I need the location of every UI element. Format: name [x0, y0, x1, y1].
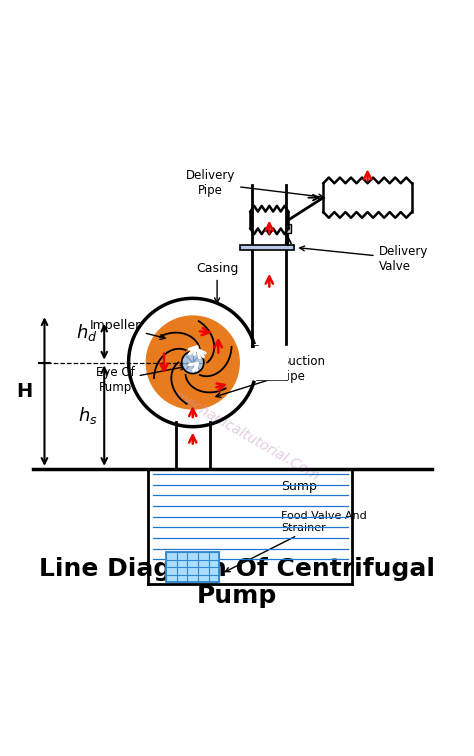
Bar [166, 552, 219, 582]
Text: $h_s$: $h_s$ [78, 405, 98, 426]
Text: Suction
Pipe: Suction Pipe [216, 355, 325, 398]
Text: Eye Of
Pump: Eye Of Pump [96, 365, 185, 395]
Text: $h_d$: $h_d$ [76, 322, 98, 343]
Circle shape [182, 352, 204, 373]
Text: Impeller: Impeller [90, 319, 165, 339]
Bar [240, 244, 294, 250]
Circle shape [146, 316, 239, 409]
Text: H: H [16, 382, 32, 401]
Bar [286, 224, 291, 234]
Text: Delivery
Valve: Delivery Valve [300, 245, 428, 273]
Text: Food Valve And
Strainer: Food Valve And Strainer [225, 511, 367, 572]
Text: Line Diagram Of Centrifugal
Pump: Line Diagram Of Centrifugal Pump [39, 556, 435, 609]
Text: Casing: Casing [196, 262, 238, 303]
Text: Sump: Sump [281, 480, 317, 493]
Text: mechanicaltutorial.Com: mechanicaltutorial.Com [171, 388, 321, 483]
Text: Delivery
Pipe: Delivery Pipe [186, 169, 323, 199]
